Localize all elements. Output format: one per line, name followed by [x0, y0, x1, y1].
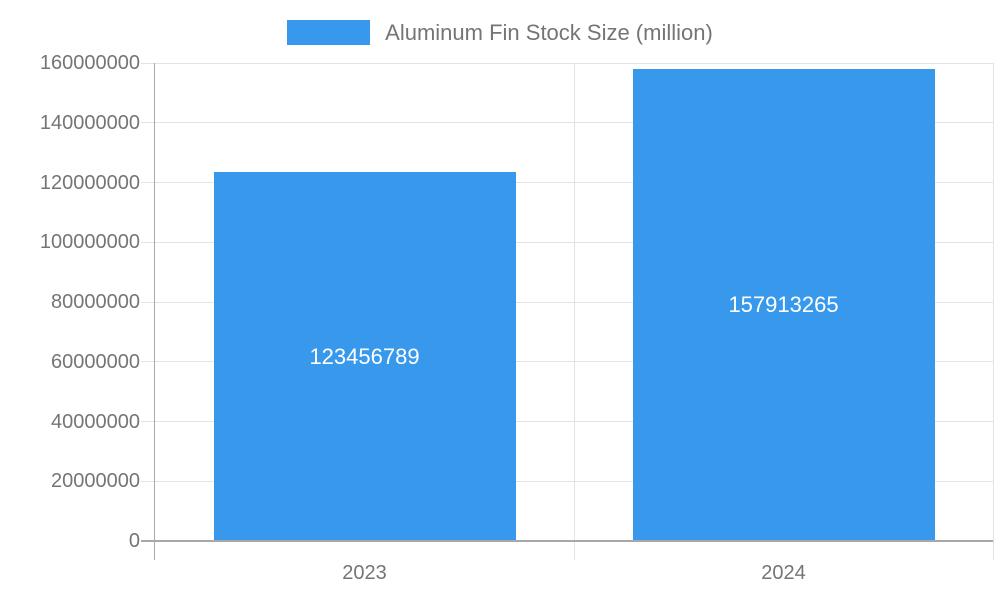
bar — [632, 69, 935, 541]
y-tick-label: 160000000 — [39, 52, 140, 74]
y-axis-tick — [141, 301, 155, 303]
gridline-vertical — [992, 63, 994, 560]
bar-value-label: 123456789 — [309, 343, 420, 369]
gridline-vertical — [573, 63, 575, 560]
y-tick-label: 20000000 — [51, 470, 140, 493]
y-tick-label: 40000000 — [51, 410, 140, 433]
y-tick-label: 60000000 — [51, 350, 140, 373]
legend-label: Aluminum Fin Stock Size (million) — [385, 19, 713, 45]
y-axis-tick — [141, 361, 155, 363]
bar — [213, 172, 516, 541]
x-tick-label: 2024 — [761, 562, 806, 584]
y-tick-label: 80000000 — [51, 291, 140, 313]
y-axis-tick — [141, 480, 155, 482]
bar-value-label: 157913265 — [728, 292, 839, 318]
y-axis-tick — [141, 182, 155, 183]
y-tick-label: 0 — [128, 530, 140, 552]
y-axis-line — [154, 63, 155, 560]
y-axis-tick — [141, 122, 155, 124]
legend-swatch — [287, 20, 371, 45]
x-axis-baseline — [141, 540, 993, 542]
y-axis-tick — [141, 62, 155, 64]
y-tick-label: 120000000 — [39, 171, 140, 194]
chart-legend: Aluminum Fin Stock Size (million) — [0, 15, 1000, 50]
y-tick-label: 140000000 — [39, 111, 140, 134]
x-tick-label: 2023 — [342, 562, 387, 584]
y-tick-label: 100000000 — [39, 231, 140, 254]
y-axis-tick — [141, 421, 155, 422]
y-axis-tick — [141, 241, 155, 243]
